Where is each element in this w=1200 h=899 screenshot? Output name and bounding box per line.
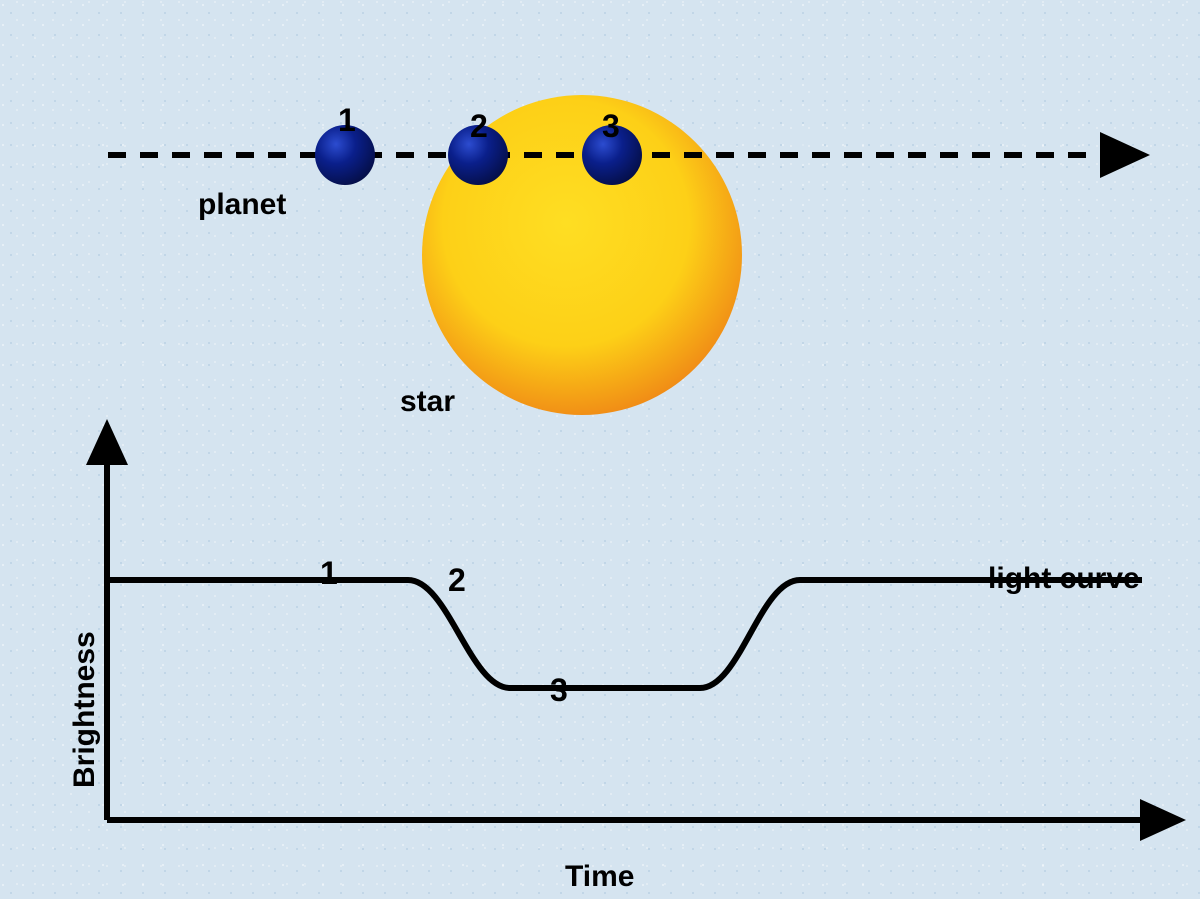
chart-x-axis-label: Time bbox=[565, 860, 634, 894]
star-label: star bbox=[400, 385, 455, 419]
light-curve-line bbox=[110, 580, 1142, 688]
curve-point-number-1: 1 bbox=[320, 555, 338, 592]
planet-label: planet bbox=[198, 188, 286, 222]
diagram-stage: star planet 1 2 3 light curve 1 2 3 Time… bbox=[0, 0, 1200, 899]
planet-position-number-2: 2 bbox=[470, 108, 488, 145]
chart-y-axis-label: Brightness bbox=[68, 631, 102, 788]
planet-position-number-1: 1 bbox=[338, 102, 356, 139]
planet-position-number-3: 3 bbox=[602, 108, 620, 145]
chart-x-axis-arrowhead bbox=[1140, 799, 1186, 841]
transit-path-arrowhead bbox=[1100, 132, 1150, 178]
diagram-svg bbox=[0, 0, 1200, 899]
curve-point-number-2: 2 bbox=[448, 562, 466, 599]
light-curve-label: light curve bbox=[988, 562, 1140, 596]
curve-point-number-3: 3 bbox=[550, 672, 568, 709]
chart-y-axis-arrowhead bbox=[86, 419, 128, 465]
